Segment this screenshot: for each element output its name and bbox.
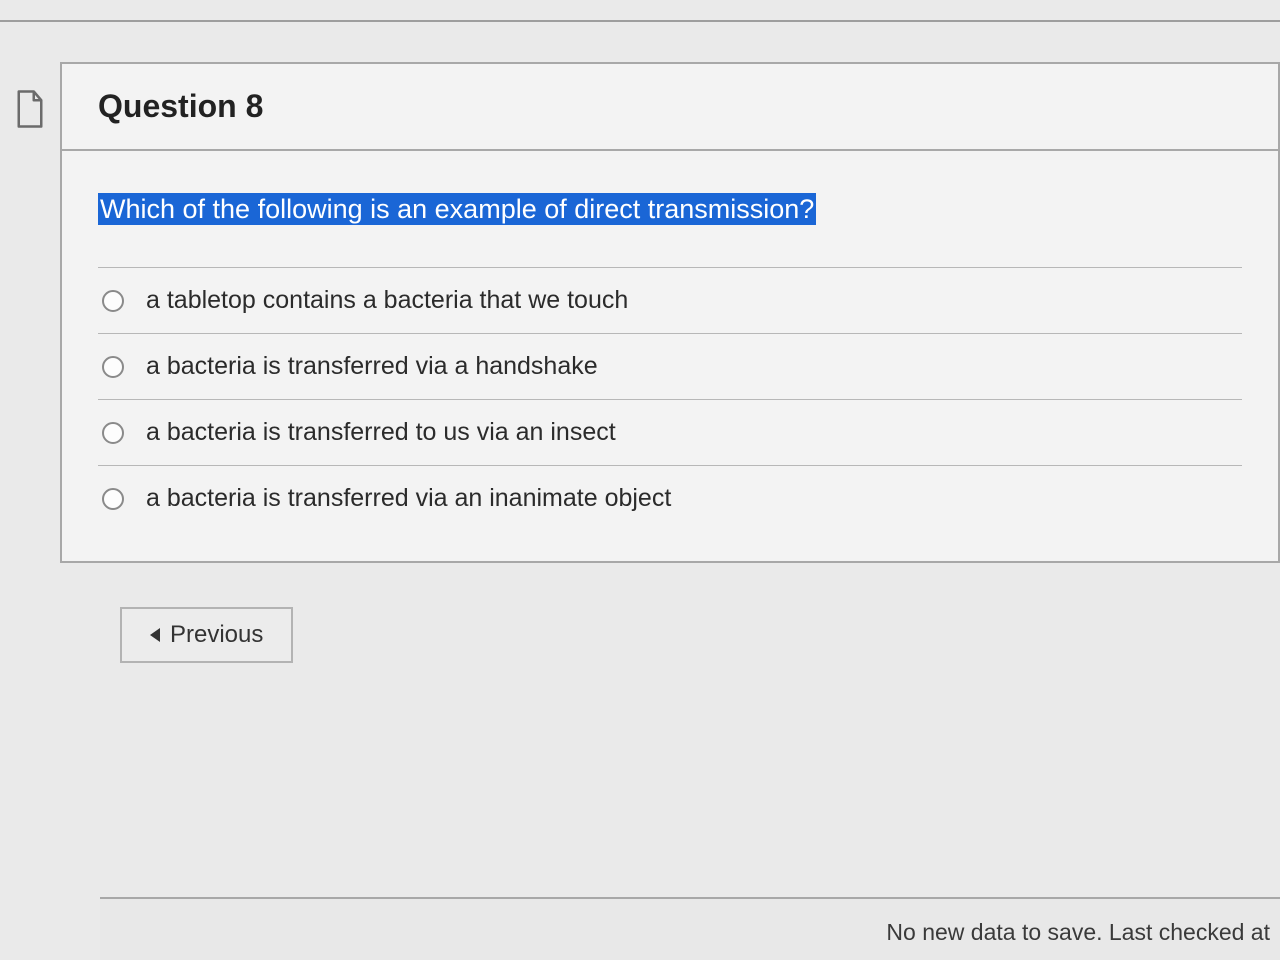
radio-icon[interactable] — [102, 422, 124, 444]
answer-options: a tabletop contains a bacteria that we t… — [98, 267, 1242, 531]
nav-row: Previous — [120, 607, 1280, 663]
question-status-icon — [15, 90, 45, 128]
answer-option-label: a bacteria is transferred via an inanima… — [146, 484, 671, 513]
radio-icon[interactable] — [102, 488, 124, 510]
question-prompt: Which of the following is an example of … — [98, 193, 816, 225]
radio-icon[interactable] — [102, 290, 124, 312]
answer-option-label: a bacteria is transferred via a handshak… — [146, 352, 598, 381]
answer-option[interactable]: a tabletop contains a bacteria that we t… — [98, 268, 1242, 334]
answer-option-label: a bacteria is transferred to us via an i… — [146, 418, 616, 447]
autosave-status-bar: No new data to save. Last checked at — [100, 897, 1280, 960]
question-status-col — [0, 62, 60, 128]
question-row: Question 8 Which of the following is an … — [0, 62, 1280, 563]
quiz-page: Question 8 Which of the following is an … — [0, 0, 1280, 960]
question-card: Question 8 Which of the following is an … — [60, 62, 1280, 563]
answer-option[interactable]: a bacteria is transferred to us via an i… — [98, 400, 1242, 466]
question-header: Question 8 — [62, 64, 1278, 151]
answer-option[interactable]: a bacteria is transferred via a handshak… — [98, 334, 1242, 400]
previous-button-label: Previous — [170, 621, 263, 649]
radio-icon[interactable] — [102, 356, 124, 378]
question-title: Question 8 — [98, 88, 1242, 125]
top-divider — [0, 20, 1280, 22]
answer-option-label: a tabletop contains a bacteria that we t… — [146, 286, 628, 315]
answer-option[interactable]: a bacteria is transferred via an inanima… — [98, 466, 1242, 531]
previous-button[interactable]: Previous — [120, 607, 293, 663]
chevron-left-icon — [150, 628, 160, 642]
question-body: Which of the following is an example of … — [62, 151, 1278, 561]
autosave-status-text: No new data to save. Last checked at — [886, 919, 1270, 945]
